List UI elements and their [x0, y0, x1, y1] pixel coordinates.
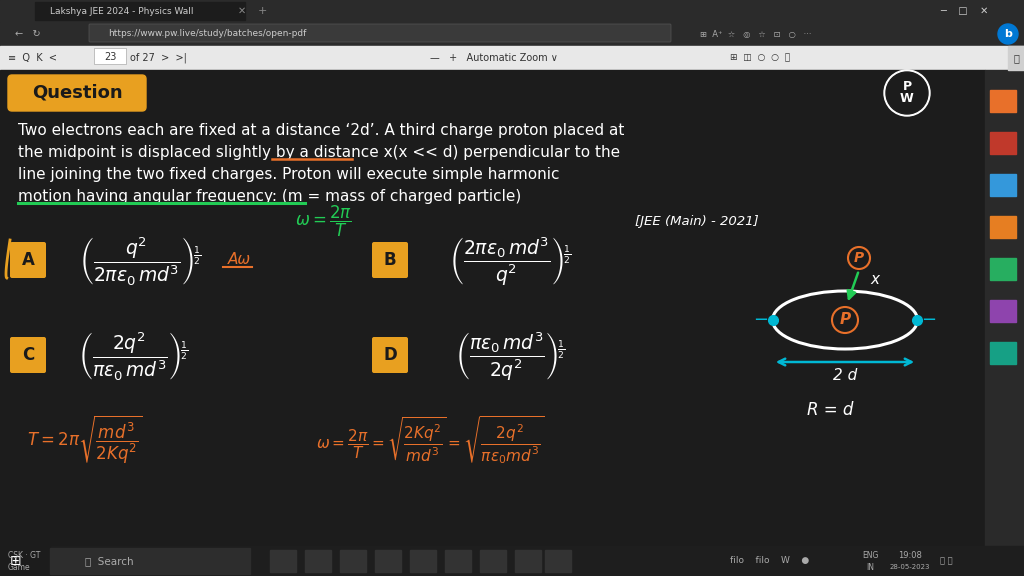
Text: ⊞  ◫  ○  ○  ⛶: ⊞ ◫ ○ ○ ⛶ [730, 54, 791, 63]
Text: Lakshya JEE 2024 - Physics Wall: Lakshya JEE 2024 - Physics Wall [50, 6, 194, 16]
FancyBboxPatch shape [94, 48, 126, 64]
Bar [0, 46, 1024, 70]
Bar [445, 550, 471, 572]
Text: R = d: R = d [807, 401, 853, 419]
Bar [990, 174, 1016, 196]
Circle shape [886, 72, 928, 114]
Bar [50, 548, 250, 574]
Bar [480, 550, 506, 572]
Bar [1008, 46, 1024, 70]
Text: $\omega=\dfrac{2\pi}{T}=\sqrt{\dfrac{2Kq^2}{md^3}}=\sqrt{\dfrac{2q^2}{\pi\vareps: $\omega=\dfrac{2\pi}{T}=\sqrt{\dfrac{2Kq… [315, 414, 544, 466]
Text: https://www.pw.live/study/batches/open-pdf: https://www.pw.live/study/batches/open-p… [108, 29, 306, 39]
Text: 23: 23 [103, 52, 116, 62]
Bar [270, 550, 296, 572]
Text: P: P [840, 313, 851, 328]
FancyBboxPatch shape [372, 337, 408, 373]
Bar [35, 2, 245, 20]
Text: line joining the two fixed charges. Proton will execute simple harmonic: line joining the two fixed charges. Prot… [18, 166, 559, 181]
Text: C: C [22, 346, 34, 364]
Bar [0, 0, 1024, 22]
Text: W: W [900, 93, 913, 105]
Text: $\left(\dfrac{2q^2}{\pi\varepsilon_0\,md^3}\right)^{\!\frac{1}{2}}$: $\left(\dfrac{2q^2}{\pi\varepsilon_0\,md… [78, 331, 188, 383]
Text: $\left(\dfrac{\pi\varepsilon_0\,md^3}{2q^2}\right)^{\!\frac{1}{2}}$: $\left(\dfrac{\pi\varepsilon_0\,md^3}{2q… [455, 331, 565, 383]
Text: A: A [22, 251, 35, 269]
Text: $T=2\pi\sqrt{\dfrac{md^3}{2Kq^2}}$: $T=2\pi\sqrt{\dfrac{md^3}{2Kq^2}}$ [27, 414, 143, 467]
Bar [340, 550, 366, 572]
Text: −: − [754, 311, 769, 329]
Bar [305, 550, 331, 572]
Text: 2 d: 2 d [833, 369, 857, 384]
Circle shape [884, 70, 930, 116]
Text: the midpoint is displaced slightly by a distance x(x << d) perpendicular to the: the midpoint is displaced slightly by a … [18, 145, 621, 160]
Bar [990, 342, 1016, 364]
Text: $\omega=\dfrac{2\pi}{T}$: $\omega=\dfrac{2\pi}{T}$ [295, 203, 352, 238]
Text: 🔍: 🔍 [1013, 53, 1019, 63]
Text: filo    filo    W    ●: filo filo W ● [730, 556, 809, 566]
Bar [515, 550, 541, 572]
FancyBboxPatch shape [10, 337, 46, 373]
Text: −: − [922, 311, 937, 329]
Text: Aω: Aω [228, 252, 251, 267]
Text: —   +   Automatic Zoom ∨: — + Automatic Zoom ∨ [430, 53, 558, 63]
Text: ⊞  A⁺  ☆   ◎   ☆   ⊡   ○   ···: ⊞ A⁺ ☆ ◎ ☆ ⊡ ○ ··· [700, 29, 811, 39]
Text: P: P [854, 251, 864, 265]
Bar [0, 22, 1024, 46]
Bar [990, 216, 1016, 238]
Text: ⊞: ⊞ [10, 554, 22, 568]
Text: Game: Game [8, 563, 31, 571]
Text: ≡  Q  K  <: ≡ Q K < [8, 53, 57, 63]
Text: $\left(\dfrac{q^2}{2\pi\varepsilon_0\,md^3}\right)^{\!\frac{1}{2}}$: $\left(\dfrac{q^2}{2\pi\varepsilon_0\,md… [79, 236, 201, 288]
FancyBboxPatch shape [8, 75, 146, 111]
Bar [0, 546, 50, 576]
Text: of 27  >  >|: of 27 > >| [130, 53, 186, 63]
Bar [990, 90, 1016, 112]
Bar [0, 546, 1024, 576]
FancyBboxPatch shape [89, 24, 671, 42]
Circle shape [998, 24, 1018, 44]
Bar [0, 70, 985, 576]
Bar [990, 300, 1016, 322]
Bar [375, 550, 401, 572]
Text: ←   ↻: ← ↻ [15, 29, 41, 39]
Text: CSK · GT: CSK · GT [8, 551, 40, 560]
Text: Two electrons each are fixed at a distance ‘2d’. A third charge proton placed at: Two electrons each are fixed at a distan… [18, 123, 625, 138]
Text: 🔍  Search: 🔍 Search [85, 556, 133, 566]
Text: D: D [383, 346, 397, 364]
Text: 📶 🔊: 📶 🔊 [940, 556, 952, 566]
Text: $\left(\dfrac{2\pi\varepsilon_0\,md^3}{q^2}\right)^{\!\frac{1}{2}}$: $\left(\dfrac{2\pi\varepsilon_0\,md^3}{q… [449, 236, 571, 288]
Text: +: + [258, 6, 267, 16]
Text: 19:08: 19:08 [898, 551, 922, 560]
Text: b: b [1005, 29, 1012, 39]
Text: ─    □    ✕: ─ □ ✕ [940, 6, 988, 16]
Bar [990, 132, 1016, 154]
Text: Question: Question [32, 84, 122, 102]
Bar [545, 550, 571, 572]
Text: motion having angular frequency: (m = mass of charged particle): motion having angular frequency: (m = ma… [18, 188, 521, 203]
Text: [JEE (Main) - 2021]: [JEE (Main) - 2021] [635, 214, 759, 228]
Text: x: x [870, 272, 880, 287]
FancyBboxPatch shape [10, 242, 46, 278]
Text: ✕: ✕ [238, 6, 246, 16]
Text: B: B [384, 251, 396, 269]
Text: IN: IN [866, 563, 874, 571]
Text: 28-05-2023: 28-05-2023 [890, 564, 930, 570]
FancyBboxPatch shape [372, 242, 408, 278]
Text: ENG: ENG [862, 551, 879, 560]
Bar [990, 258, 1016, 280]
Bar [985, 70, 1024, 576]
Bar [410, 550, 436, 572]
Text: P: P [902, 81, 911, 93]
